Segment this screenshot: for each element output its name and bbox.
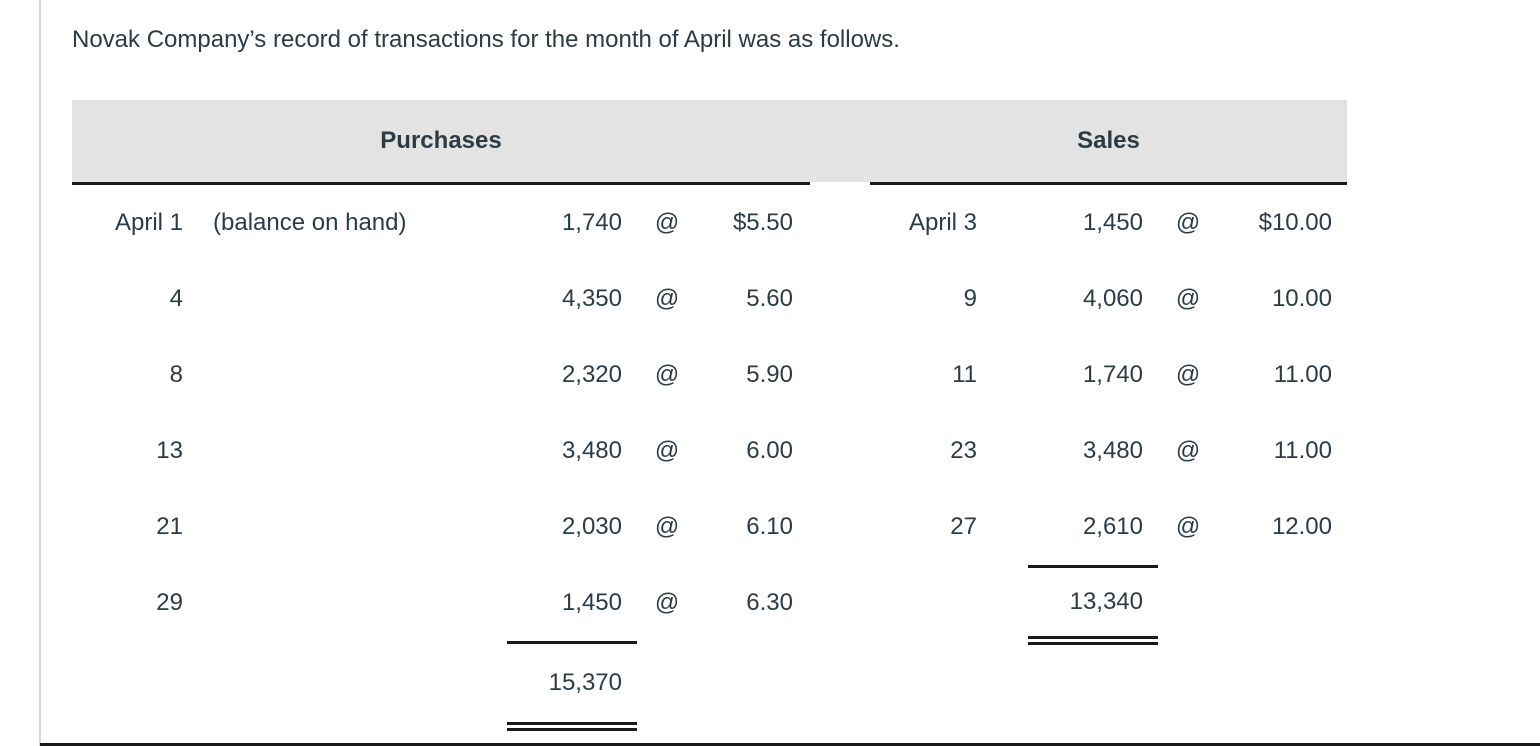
at-symbol: @ [1175, 285, 1201, 312]
purchases-total: 15,370 [548, 669, 622, 696]
purchase-date: 8 [169, 361, 183, 388]
sale-qty: 1,450 [1082, 209, 1143, 236]
purchase-qty: 1,740 [561, 209, 622, 236]
sale-qty: 2,610 [1082, 513, 1143, 540]
sales-header-rule [870, 182, 1347, 185]
question-content: Novak Company’s record of transactions f… [72, 0, 1347, 731]
purchase-price: 6.00 [746, 437, 793, 464]
purchase-row: 8 2,320 @ 5.90 [72, 337, 810, 413]
sale-qty: 1,740 [1082, 361, 1143, 388]
table-body: April 1 (balance on hand) 1,740 @ $5.50 … [72, 185, 1347, 731]
purchase-row: April 1 (balance on hand) 1,740 @ $5.50 [72, 185, 810, 261]
purchase-date: 4 [169, 285, 183, 312]
purchase-price: 5.60 [746, 285, 793, 312]
sale-row: April 3 1,450 @ $10.00 [870, 185, 1347, 261]
purchase-qty: 4,350 [561, 285, 622, 312]
purchases-header: Purchases [380, 127, 502, 154]
sale-price: $10.00 [1258, 209, 1332, 236]
purchase-date: 21 [156, 513, 183, 540]
bottom-border-rule [40, 743, 1540, 746]
purchase-price: 5.90 [746, 361, 793, 388]
sale-price: 11.00 [1273, 361, 1332, 388]
sale-price: 10.00 [1271, 285, 1332, 312]
purchase-price: $5.50 [732, 209, 793, 236]
sale-row: 11 1,740 @ 11.00 [870, 337, 1347, 413]
rule-gap [810, 182, 870, 185]
purchase-qty: 3,480 [561, 437, 622, 464]
purchases-total-row: 15,370 [72, 644, 810, 722]
purchase-date: 13 [156, 437, 183, 464]
at-symbol: @ [654, 589, 680, 616]
at-symbol: @ [1175, 513, 1201, 540]
header-rules [72, 182, 1347, 185]
sale-date: 9 [963, 285, 977, 312]
purchase-row: 21 2,030 @ 6.10 [72, 489, 810, 565]
left-border-rule [39, 0, 41, 746]
at-symbol: @ [654, 209, 680, 236]
at-symbol: @ [654, 513, 680, 540]
sale-date: April 3 [908, 209, 977, 236]
sale-row: 9 4,060 @ 10.00 [870, 261, 1347, 337]
purchase-note: (balance on hand) [213, 209, 407, 236]
purchases-total-rule [507, 641, 637, 644]
purchase-date: 29 [156, 589, 183, 616]
sales-total-row: 13,340 [870, 568, 1347, 636]
transactions-table: Purchases Sales April 1 (balance on hand… [72, 100, 1347, 731]
purchase-row: 4 4,350 @ 5.60 [72, 261, 810, 337]
sale-row: 27 2,610 @ 12.00 [870, 489, 1347, 565]
at-symbol: @ [1175, 437, 1201, 464]
purchase-qty: 1,450 [561, 589, 622, 616]
at-symbol: @ [1175, 209, 1201, 236]
sale-qty: 4,060 [1082, 285, 1143, 312]
purchase-price: 6.10 [746, 513, 793, 540]
sales-double-rule [1028, 636, 1158, 645]
sale-price: 12.00 [1271, 513, 1332, 540]
table-header-band: Purchases Sales [72, 100, 1347, 182]
sales-column: April 3 1,450 @ $10.00 9 4,060 @ 10.00 1… [870, 185, 1347, 731]
sale-qty: 3,480 [1082, 437, 1143, 464]
sale-row: 23 3,480 @ 11.00 [870, 413, 1347, 489]
at-symbol: @ [1175, 361, 1201, 388]
sale-date: 27 [950, 513, 977, 540]
purchase-date: April 1 [114, 209, 183, 236]
purchases-column: April 1 (balance on hand) 1,740 @ $5.50 … [72, 185, 810, 731]
intro-text: Novak Company’s record of transactions f… [72, 26, 900, 53]
sale-date: 11 [952, 361, 977, 388]
at-symbol: @ [654, 361, 680, 388]
sale-price: 11.00 [1273, 437, 1332, 464]
purchases-header-rule [72, 182, 810, 185]
purchase-price: 6.30 [746, 589, 793, 616]
sales-total: 13,340 [1069, 588, 1143, 615]
sale-date: 23 [950, 437, 977, 464]
purchase-qty: 2,030 [561, 513, 622, 540]
purchase-row: 13 3,480 @ 6.00 [72, 413, 810, 489]
at-symbol: @ [654, 285, 680, 312]
purchase-qty: 2,320 [561, 361, 622, 388]
sales-header: Sales [1077, 127, 1140, 154]
sales-total-rule [1028, 565, 1158, 568]
purchases-double-rule [507, 722, 637, 731]
purchase-row: 29 1,450 @ 6.30 [72, 565, 810, 641]
at-symbol: @ [654, 437, 680, 464]
